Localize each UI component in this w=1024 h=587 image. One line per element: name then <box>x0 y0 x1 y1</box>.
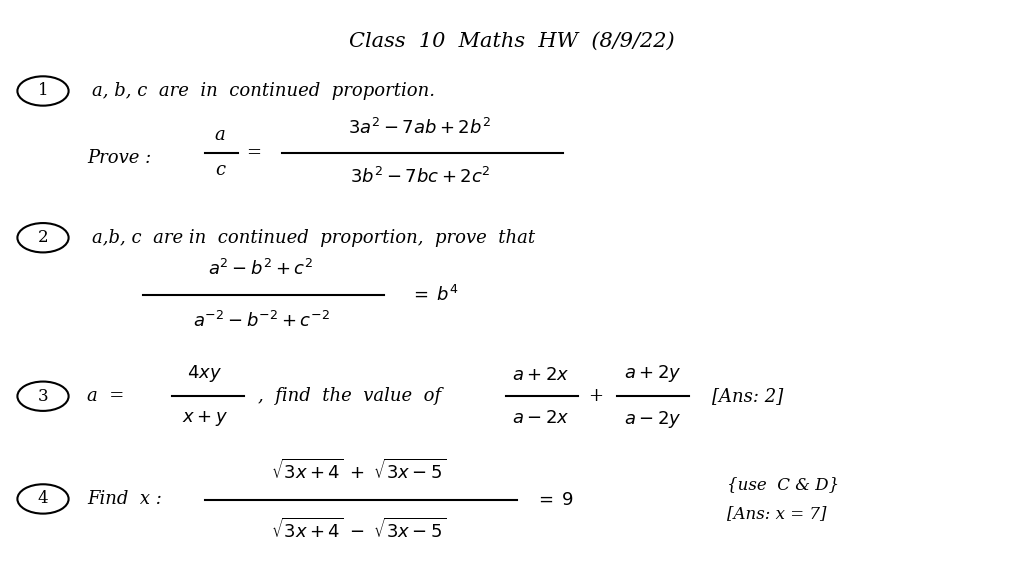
Text: 4: 4 <box>38 491 48 507</box>
Text: $a^2 - b^2 + c^2$: $a^2 - b^2 + c^2$ <box>209 259 313 279</box>
Text: Find  x :: Find x : <box>87 490 162 508</box>
Text: Class  10  Maths  HW  (8/9/22): Class 10 Maths HW (8/9/22) <box>349 32 675 50</box>
Text: a: a <box>215 126 225 144</box>
Text: +: + <box>589 387 603 405</box>
Text: $\sqrt{3x+4} \;+\; \sqrt{3x-5}$: $\sqrt{3x+4} \;+\; \sqrt{3x-5}$ <box>271 458 445 483</box>
Text: 2: 2 <box>38 230 48 246</box>
Text: $3a^2 - 7ab + 2b^2$: $3a^2 - 7ab + 2b^2$ <box>348 118 492 138</box>
Text: $= \; 9$: $= \; 9$ <box>535 491 573 509</box>
Text: Prove :: Prove : <box>87 150 152 167</box>
Text: a  =: a = <box>87 387 130 405</box>
Text: $a+2y$: $a+2y$ <box>624 363 681 384</box>
Text: $4xy$: $4xy$ <box>187 363 222 384</box>
Text: a, b, c  are  in  continued  proportion.: a, b, c are in continued proportion. <box>92 82 435 100</box>
Text: [Ans: 2]: [Ans: 2] <box>712 387 783 405</box>
Text: $= \; b^4$: $= \; b^4$ <box>410 285 459 305</box>
Text: $a-2x$: $a-2x$ <box>512 409 569 427</box>
Text: $a-2y$: $a-2y$ <box>624 409 681 430</box>
Text: $x+y$: $x+y$ <box>182 409 227 428</box>
Text: 3: 3 <box>38 388 48 404</box>
Text: a,b, c  are in  continued  proportion,  prove  that: a,b, c are in continued proportion, prov… <box>92 229 536 247</box>
Text: ,  find  the  value  of: , find the value of <box>258 387 441 405</box>
Text: $3b^2 - 7bc + 2c^2$: $3b^2 - 7bc + 2c^2$ <box>349 167 490 187</box>
Text: 1: 1 <box>38 83 48 99</box>
Text: =: = <box>247 144 261 161</box>
Text: {use  C & D}: {use C & D} <box>727 476 840 492</box>
Text: $\sqrt{3x+4} \;-\; \sqrt{3x-5}$: $\sqrt{3x+4} \;-\; \sqrt{3x-5}$ <box>271 518 445 542</box>
Text: $a^{-2} - b^{-2} + c^{-2}$: $a^{-2} - b^{-2} + c^{-2}$ <box>193 311 330 331</box>
Text: [Ans: x = 7]: [Ans: x = 7] <box>727 505 826 522</box>
Text: c: c <box>215 161 225 180</box>
Text: $a+2x$: $a+2x$ <box>512 366 569 384</box>
